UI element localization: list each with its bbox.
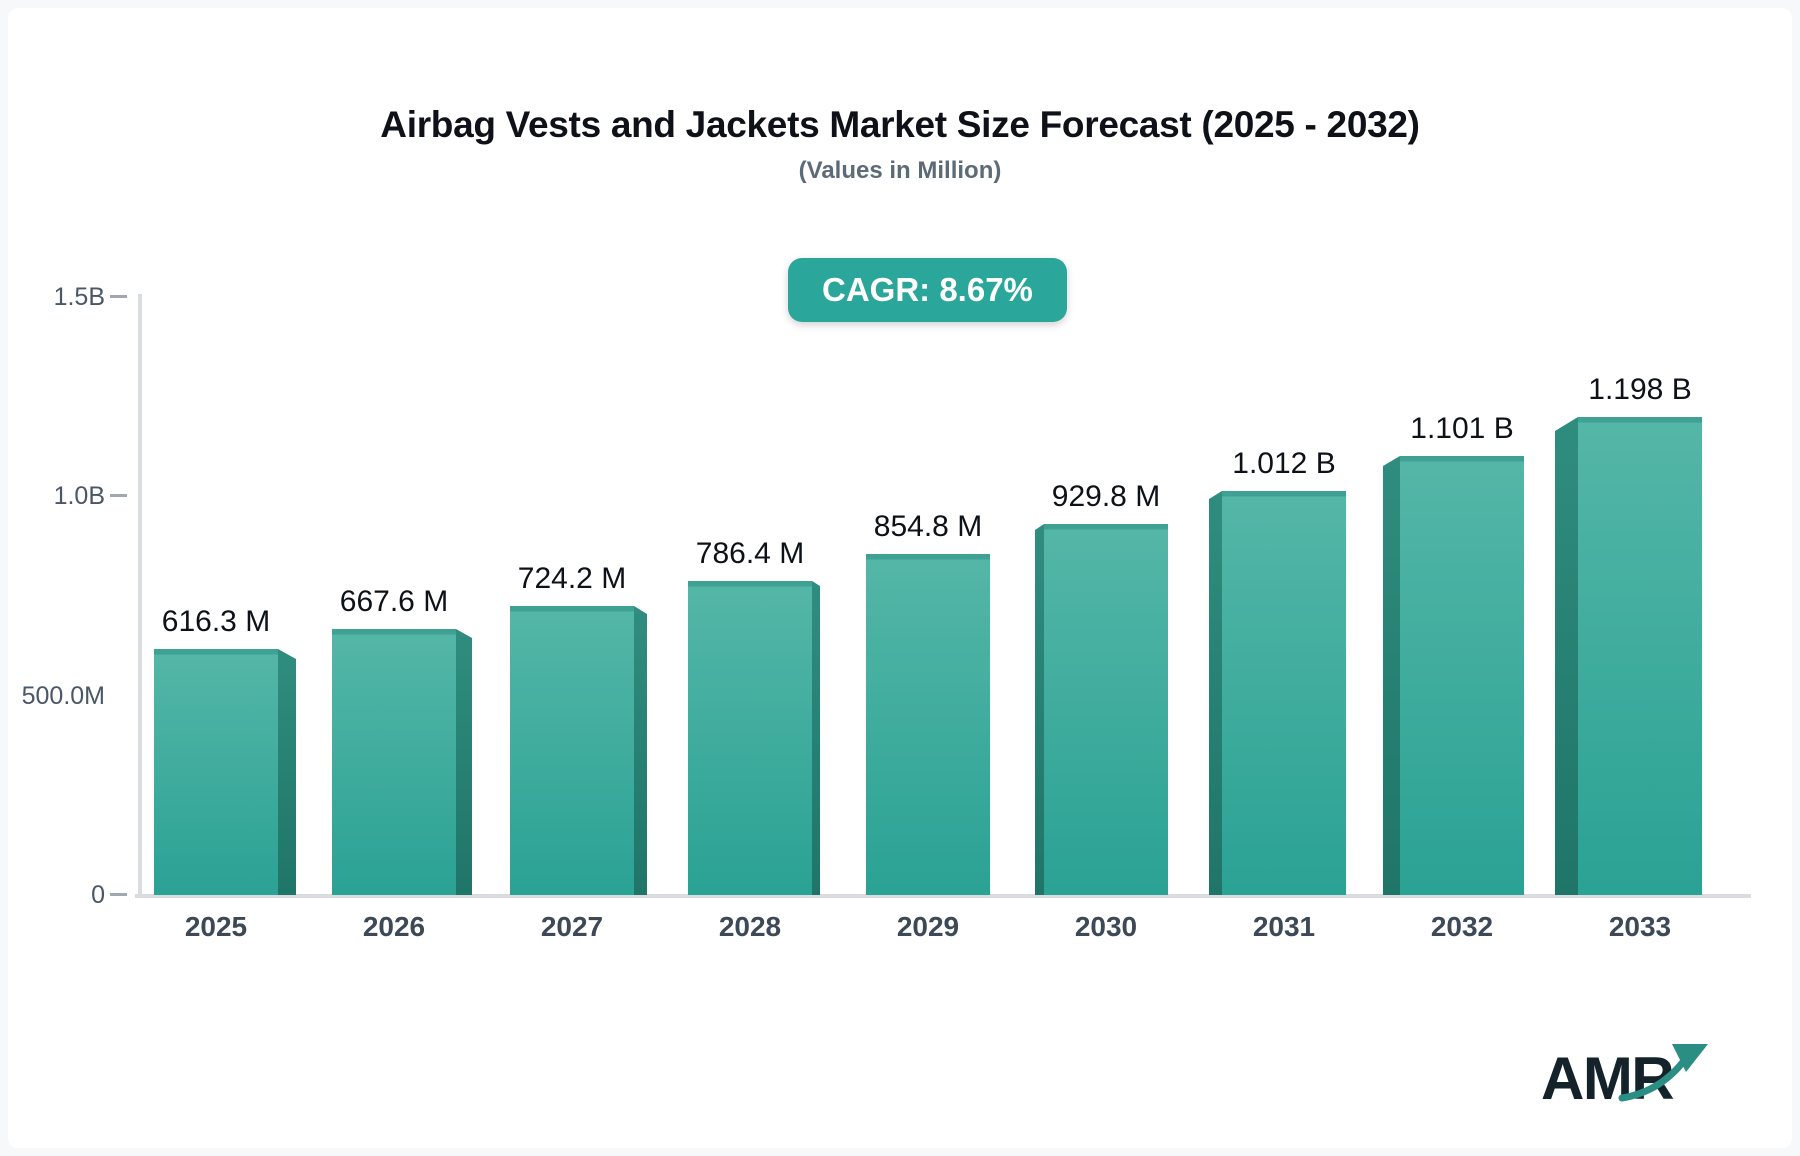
bar-2032 <box>1400 456 1524 895</box>
bar-value-label-2027: 724.2 M <box>517 562 627 595</box>
bar-value-label-2025: 616.3 M <box>161 605 271 638</box>
bar-chart: 1.5B 1.0B 500.0M 0 616.3 M 2025 667.6 M 2026 724… <box>8 8 1800 1156</box>
bar-2026 <box>332 629 456 895</box>
x-tick-label-2032: 2032 <box>1430 911 1494 942</box>
amr-logo-text: AMR <box>1541 1045 1675 1112</box>
bar-side-face-2026 <box>456 629 472 895</box>
y-tick-label: 1.5B <box>53 283 105 311</box>
x-tick-label-2028: 2028 <box>718 911 782 942</box>
x-tick-label-2031: 2031 <box>1252 911 1316 942</box>
bar-side-face-2030 <box>1035 524 1044 895</box>
x-tick-label-2026: 2026 <box>362 911 426 942</box>
chart-title: Airbag Vests and Jackets Market Size For… <box>380 104 1420 145</box>
bar-side-face-2028 <box>812 581 820 895</box>
chart-card: Airbag Vests and Jackets Market Size For… <box>8 8 1792 1148</box>
bar-2027 <box>510 606 634 895</box>
cagr-badge: CAGR: 8.67% <box>788 258 1067 322</box>
y-tick-label: 500.0M <box>21 682 105 710</box>
y-tick-label: 1.0B <box>53 482 105 510</box>
bar-2031 <box>1222 491 1346 895</box>
bar-2028 <box>688 581 812 895</box>
y-axis-line <box>138 294 142 898</box>
x-tick-label-2025: 2025 <box>184 911 248 942</box>
bar-2033 <box>1578 417 1702 895</box>
bar-value-label-2033: 1.198 B <box>1588 373 1692 406</box>
y-tick-label: 0 <box>91 881 105 909</box>
y-tick-dash <box>110 295 127 298</box>
bar-value-label-2029: 854.8 M <box>873 510 983 543</box>
bar-2030 <box>1044 524 1168 895</box>
chart-subtitle: (Values in Million) <box>798 157 1002 184</box>
bar-value-label-2031: 1.012 B <box>1232 447 1336 480</box>
x-tick-label-2030: 2030 <box>1074 911 1138 942</box>
bar-value-label-2030: 929.8 M <box>1051 480 1161 513</box>
bar-value-label-2028: 786.4 M <box>695 537 805 570</box>
bar-side-face-2025 <box>278 649 296 895</box>
bar-side-face-2033 <box>1555 417 1578 895</box>
bar-value-label-2026: 667.6 M <box>339 585 449 618</box>
x-tick-label-2029: 2029 <box>896 911 960 942</box>
bar-side-face-2031 <box>1209 491 1222 895</box>
y-tick-dash <box>110 893 127 896</box>
x-tick-label-2033: 2033 <box>1608 911 1672 942</box>
y-tick-dash <box>110 494 127 497</box>
bar-side-face-2027 <box>634 606 647 895</box>
bar-2025 <box>154 649 278 895</box>
bar-value-label-2032: 1.101 B <box>1410 412 1514 445</box>
x-axis-line <box>135 894 1751 898</box>
trend-up-arrow-icon <box>1618 1044 1708 1102</box>
x-tick-label-2027: 2027 <box>540 911 604 942</box>
bar-2029 <box>866 554 990 895</box>
bar-side-face-2032 <box>1383 456 1400 895</box>
